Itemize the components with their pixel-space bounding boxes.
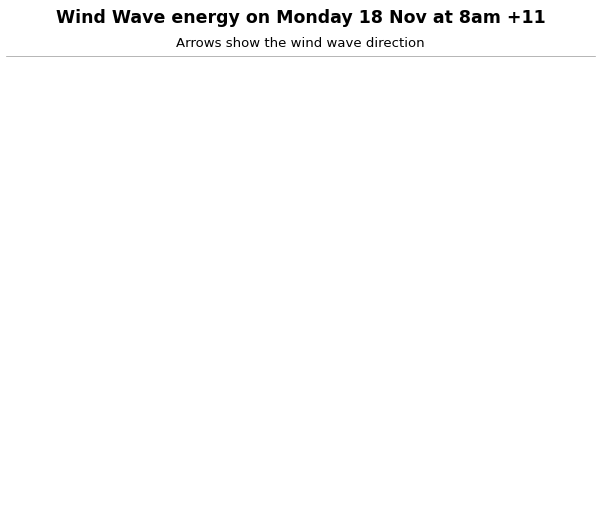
Text: Wind Wave energy on Monday 18 Nov at 8am +11: Wind Wave energy on Monday 18 Nov at 8am… xyxy=(56,9,545,27)
Text: cartopy required: cartopy required xyxy=(243,278,358,292)
Text: Arrows show the wind wave direction: Arrows show the wind wave direction xyxy=(176,37,425,50)
